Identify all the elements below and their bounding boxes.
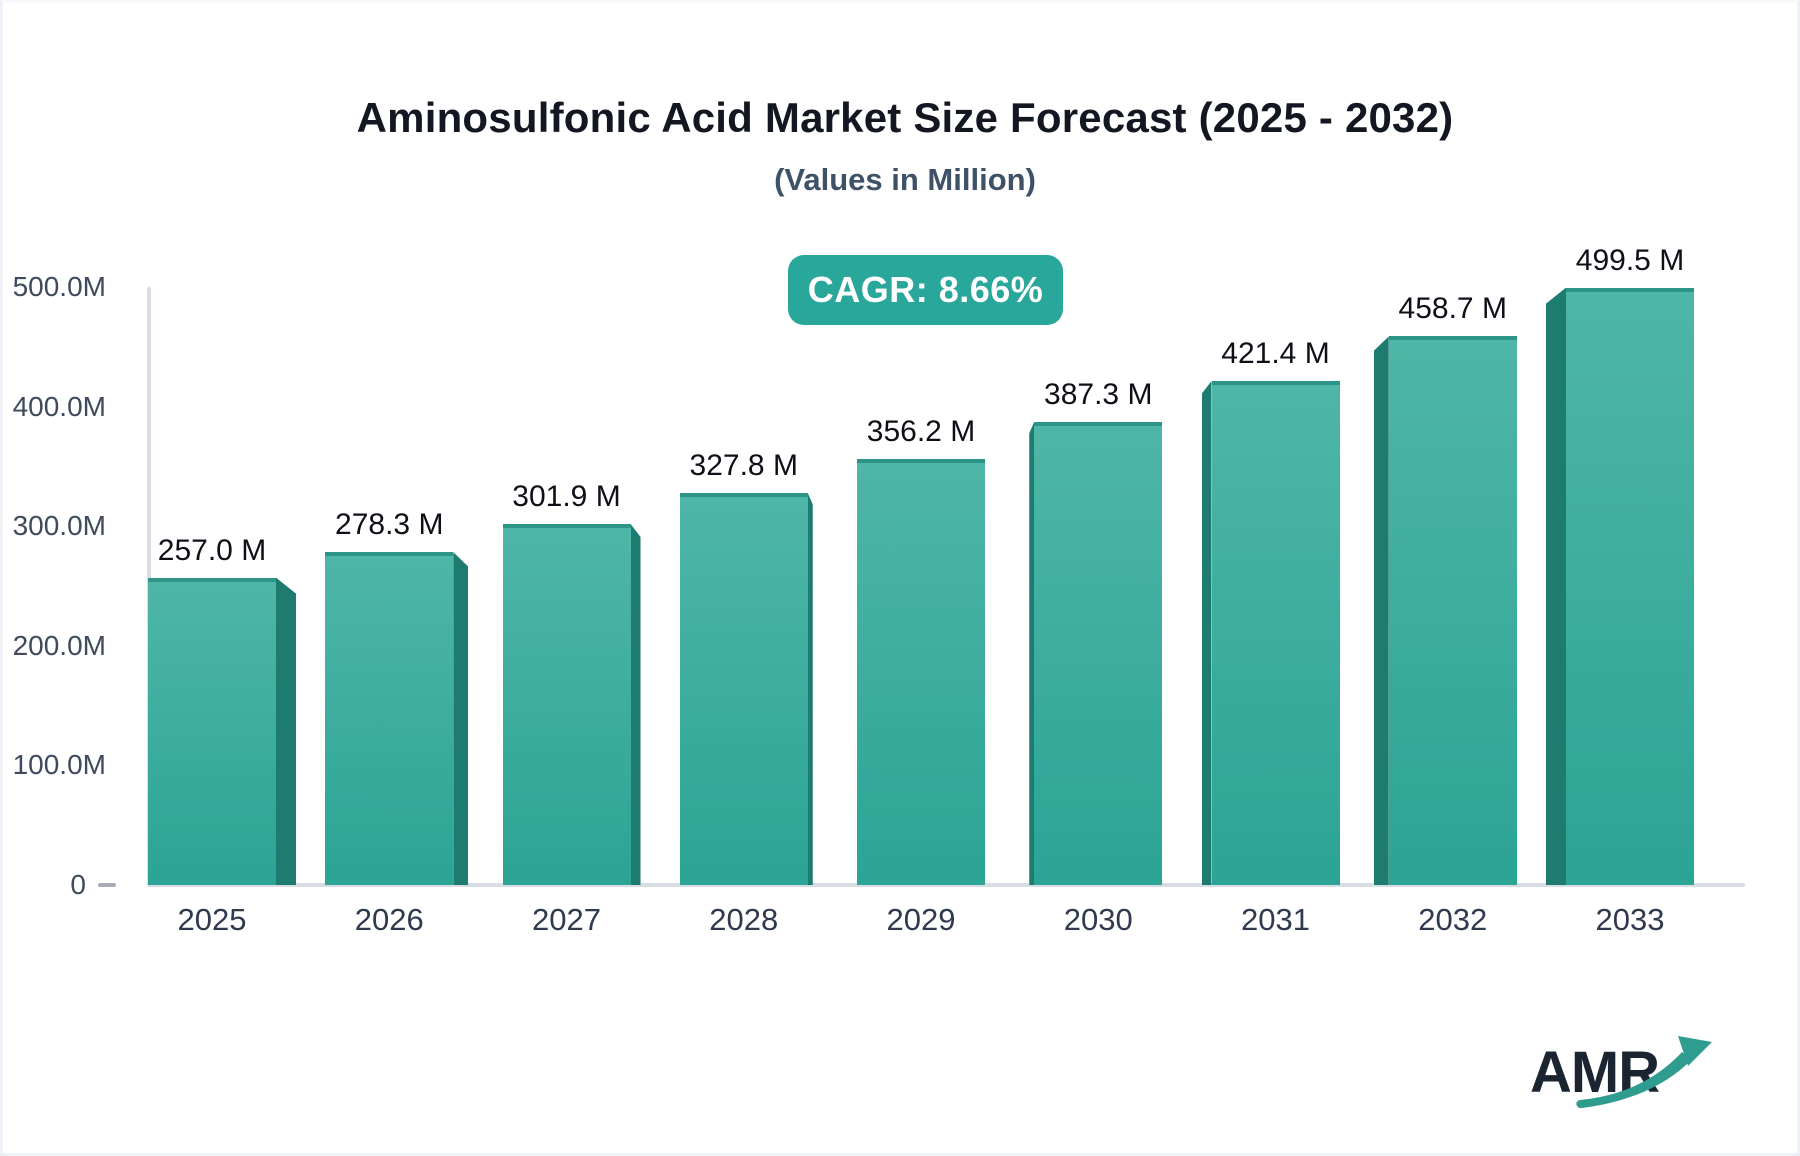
bar-2029 xyxy=(857,458,985,885)
chart-title: Aminosulfonic Acid Market Size Forecast … xyxy=(356,94,1454,141)
bar-side xyxy=(1029,421,1035,885)
x-tick-label-2026: 2026 xyxy=(354,902,424,937)
y-tick-label: 200.0M xyxy=(12,629,106,661)
amr-logo-text: AMR xyxy=(1530,1040,1659,1105)
bar-value-label: 458.7 M xyxy=(1398,292,1507,326)
x-axis-line xyxy=(147,883,1745,887)
amr-logo: AMR xyxy=(1530,1036,1712,1109)
bar-2025 xyxy=(148,577,276,885)
bar-value-label: 356.2 M xyxy=(866,414,976,448)
x-tick-label-2025: 2025 xyxy=(177,902,247,937)
bar-side xyxy=(630,523,641,885)
bar-top-edge xyxy=(502,523,631,528)
x-tick-label-2027: 2027 xyxy=(532,902,601,937)
bar-side xyxy=(453,552,469,885)
bar-side xyxy=(276,577,296,885)
bar-top-edge xyxy=(857,458,985,463)
bar-2031 xyxy=(1211,381,1340,885)
y-tick-label: 400.0M xyxy=(12,390,106,422)
bar-value-label: 327.8 M xyxy=(689,448,798,482)
bar-top-edge xyxy=(1034,421,1163,426)
bar-value-label: 301.9 M xyxy=(512,479,621,513)
zero-tick-dash xyxy=(98,883,116,887)
y-tick-label: 100.0M xyxy=(12,749,106,781)
bar-top-edge xyxy=(1388,336,1517,341)
bar-2028 xyxy=(679,492,808,885)
y-tick-label: 300.0M xyxy=(12,510,106,542)
bar-2032 xyxy=(1388,336,1517,885)
x-tick-label-2029: 2029 xyxy=(886,902,956,937)
y-tick-label: 0 xyxy=(70,869,86,900)
x-tick-label-2031: 2031 xyxy=(1241,902,1310,937)
bar-value-label: 278.3 M xyxy=(335,508,444,542)
x-tick-label-2030: 2030 xyxy=(1063,902,1133,937)
bar-side xyxy=(1546,287,1566,885)
bar-value-label: 387.3 M xyxy=(1044,377,1153,411)
cagr-badge-label: CAGR: 8.66% xyxy=(807,269,1044,310)
bar-top-edge xyxy=(1211,381,1340,385)
y-tick-label: 500.0M xyxy=(12,271,106,302)
x-tick-label-2028: 2028 xyxy=(709,902,779,937)
bar-2026 xyxy=(325,552,454,885)
bar-value-label: 257.0 M xyxy=(157,533,267,567)
bar-2033 xyxy=(1566,287,1694,885)
bar-value-label: 421.4 M xyxy=(1221,337,1330,370)
bar-side xyxy=(1373,336,1389,885)
bar-top-edge xyxy=(679,492,808,497)
bar-2030 xyxy=(1034,421,1163,885)
bar-value-label: 499.5 M xyxy=(1575,243,1685,277)
bar-side xyxy=(1201,381,1212,885)
bar-side xyxy=(807,492,813,885)
cagr-badge: CAGR: 8.66% xyxy=(788,255,1063,325)
growth-arrow-icon xyxy=(1576,1036,1712,1109)
x-tick-label-2033: 2033 xyxy=(1595,902,1665,937)
chart-subtitle: (Values in Million) xyxy=(774,162,1036,197)
bar-top-edge xyxy=(1566,287,1694,292)
bar-top-edge xyxy=(148,577,276,582)
bar-top-edge xyxy=(325,552,454,557)
x-tick-label-2032: 2032 xyxy=(1418,902,1488,937)
bar-2027 xyxy=(502,523,631,885)
